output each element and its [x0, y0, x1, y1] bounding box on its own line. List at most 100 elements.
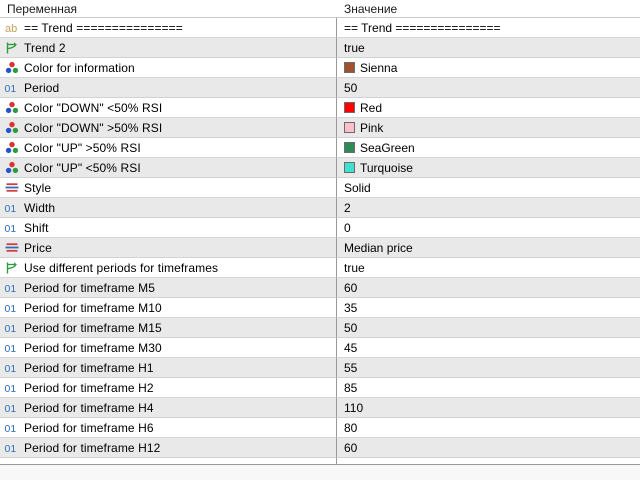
- parameter-name-cell[interactable]: 01 Period for timeframe H4: [0, 398, 337, 418]
- parameter-row[interactable]: 01 Period for timeframe H4 110: [0, 398, 640, 418]
- parameter-row[interactable]: Color "UP" >50% RSI SeaGreen: [0, 138, 640, 158]
- parameter-value-label: 60: [344, 440, 358, 455]
- integer-type-icon: 01: [4, 220, 20, 236]
- integer-type-icon: 01: [4, 380, 20, 396]
- parameter-value-cell[interactable]: 50: [337, 318, 640, 338]
- parameter-value-cell[interactable]: 2: [337, 198, 640, 218]
- parameter-name-cell[interactable]: Color "UP" >50% RSI: [0, 138, 337, 158]
- parameter-name-label: Color "DOWN" >50% RSI: [24, 120, 163, 135]
- parameter-row[interactable]: ab == Trend =============== == Trend =====…: [0, 18, 640, 38]
- parameter-value-label: Solid: [344, 180, 371, 195]
- color-type-icon: [4, 120, 20, 136]
- parameter-row[interactable]: 01 Period for timeframe H1 55: [0, 358, 640, 378]
- parameter-row[interactable]: Color "DOWN" >50% RSI Pink: [0, 118, 640, 138]
- column-header-variable[interactable]: Переменная: [0, 0, 337, 17]
- parameter-name-cell[interactable]: 01 Shift: [0, 218, 337, 238]
- parameter-value-cell[interactable]: SeaGreen: [337, 138, 640, 158]
- parameter-value-cell[interactable]: true: [337, 258, 640, 278]
- parameter-row[interactable]: Color "UP" <50% RSI Turquoise: [0, 158, 640, 178]
- parameter-value-label: Red: [360, 100, 383, 115]
- column-header-value[interactable]: Значение: [344, 2, 398, 16]
- parameter-value-label: true: [344, 260, 365, 275]
- integer-type-icon: 01: [4, 340, 20, 356]
- parameter-row[interactable]: 01 Period for timeframe M10 35: [0, 298, 640, 318]
- parameter-name-cell[interactable]: Use different periods for timeframes: [0, 258, 337, 278]
- parameter-value-cell[interactable]: 85: [337, 378, 640, 398]
- parameter-value-cell[interactable]: Solid: [337, 178, 640, 198]
- parameter-name-cell[interactable]: Style: [0, 178, 337, 198]
- parameter-row[interactable]: Style Solid: [0, 178, 640, 198]
- color-type-icon: [4, 140, 20, 156]
- parameter-value-cell[interactable]: 80: [337, 418, 640, 438]
- parameter-row[interactable]: 01 Period for timeframe H6 80: [0, 418, 640, 438]
- integer-type-icon: 01: [4, 320, 20, 336]
- parameter-name-cell[interactable]: 01 Period for timeframe M15: [0, 318, 337, 338]
- parameter-name-cell[interactable]: 01 Period for timeframe H1: [0, 358, 337, 378]
- parameter-name-label: Color for information: [24, 60, 135, 75]
- parameter-row[interactable]: 01 Period for timeframe M15 50: [0, 318, 640, 338]
- parameter-value-label: 55: [344, 360, 358, 375]
- parameter-value-label: 50: [344, 320, 358, 335]
- parameter-name-label: Period for timeframe H2: [24, 380, 154, 395]
- parameter-name-cell[interactable]: 01 Period for timeframe M10: [0, 298, 337, 318]
- parameter-value-cell[interactable]: 55: [337, 358, 640, 378]
- parameter-row[interactable]: 01 Period for timeframe M30 45: [0, 338, 640, 358]
- parameter-value-cell[interactable]: 110: [337, 398, 640, 418]
- parameter-value-cell[interactable]: 45: [337, 338, 640, 358]
- integer-type-icon: 01: [4, 80, 20, 96]
- parameter-value-cell[interactable]: 60: [337, 278, 640, 298]
- color-type-icon: [4, 100, 20, 116]
- enum-type-icon: [4, 240, 20, 256]
- parameter-name-label: Color "UP" <50% RSI: [24, 160, 141, 175]
- parameter-row[interactable]: 01 Period for timeframe M5 60: [0, 278, 640, 298]
- parameter-name-cell[interactable]: 01 Period for timeframe H6: [0, 418, 337, 438]
- parameter-name-label: Period for timeframe M30: [24, 340, 162, 355]
- parameter-row[interactable]: Price Median price: [0, 238, 640, 258]
- parameter-name-cell[interactable]: 01 Period: [0, 78, 337, 98]
- parameter-row[interactable]: 01 Period for timeframe H2 85: [0, 378, 640, 398]
- parameter-row[interactable]: 01 Period for timeframe H12 60: [0, 438, 640, 458]
- svg-text:ab: ab: [5, 23, 17, 35]
- parameter-name-cell[interactable]: 01 Period for timeframe M5: [0, 278, 337, 298]
- parameter-name-cell[interactable]: Price: [0, 238, 337, 258]
- parameter-value-cell[interactable]: 50: [337, 78, 640, 98]
- parameter-row[interactable]: 01 Shift 0: [0, 218, 640, 238]
- parameter-row[interactable]: 01 Width 2: [0, 198, 640, 218]
- parameter-value-label: 2: [344, 200, 351, 215]
- parameter-name-cell[interactable]: 01 Period for timeframe H2: [0, 378, 337, 398]
- parameter-row[interactable]: Trend 2 true: [0, 38, 640, 58]
- parameter-value-cell[interactable]: 35: [337, 298, 640, 318]
- parameter-name-cell[interactable]: Color "DOWN" >50% RSI: [0, 118, 337, 138]
- svg-text:01: 01: [5, 343, 17, 355]
- color-swatch: [344, 162, 355, 173]
- parameter-value-cell[interactable]: Sienna: [337, 58, 640, 78]
- parameter-value-cell[interactable]: Pink: [337, 118, 640, 138]
- parameter-name-cell[interactable]: 01 Period for timeframe H12: [0, 438, 337, 458]
- parameter-name-cell[interactable]: ab == Trend ===============: [0, 18, 337, 38]
- parameter-row[interactable]: Color "DOWN" <50% RSI Red: [0, 98, 640, 118]
- parameter-value-cell[interactable]: 60: [337, 438, 640, 458]
- svg-text:01: 01: [5, 363, 17, 375]
- parameter-name-cell[interactable]: 01 Period for timeframe M30: [0, 338, 337, 358]
- parameter-row[interactable]: 01 Period 50: [0, 78, 640, 98]
- color-swatch: [344, 62, 355, 73]
- parameter-name-cell[interactable]: Color "DOWN" <50% RSI: [0, 98, 337, 118]
- parameter-name-cell[interactable]: 01 Width: [0, 198, 337, 218]
- parameter-row[interactable]: Color for information Sienna: [0, 58, 640, 78]
- parameter-name-cell[interactable]: Color for information: [0, 58, 337, 78]
- parameter-value-cell[interactable]: Turquoise: [337, 158, 640, 178]
- parameter-name-cell[interactable]: Color "UP" <50% RSI: [0, 158, 337, 178]
- svg-text:01: 01: [5, 443, 17, 455]
- parameter-value-cell[interactable]: Median price: [337, 238, 640, 258]
- parameter-value-cell[interactable]: == Trend ===============: [337, 18, 640, 38]
- parameter-value-label: Median price: [344, 240, 413, 255]
- parameter-name-label: Period for timeframe H6: [24, 420, 154, 435]
- parameter-name-label: Trend 2: [24, 40, 66, 55]
- parameter-row[interactable]: Use different periods for timeframes true: [0, 258, 640, 278]
- parameter-value-cell[interactable]: true: [337, 38, 640, 58]
- parameter-name-cell[interactable]: Trend 2: [0, 38, 337, 58]
- svg-text:01: 01: [5, 283, 17, 295]
- parameter-name-label: Period for timeframe M5: [24, 280, 156, 295]
- parameter-value-cell[interactable]: 0: [337, 218, 640, 238]
- parameter-value-cell[interactable]: Red: [337, 98, 640, 118]
